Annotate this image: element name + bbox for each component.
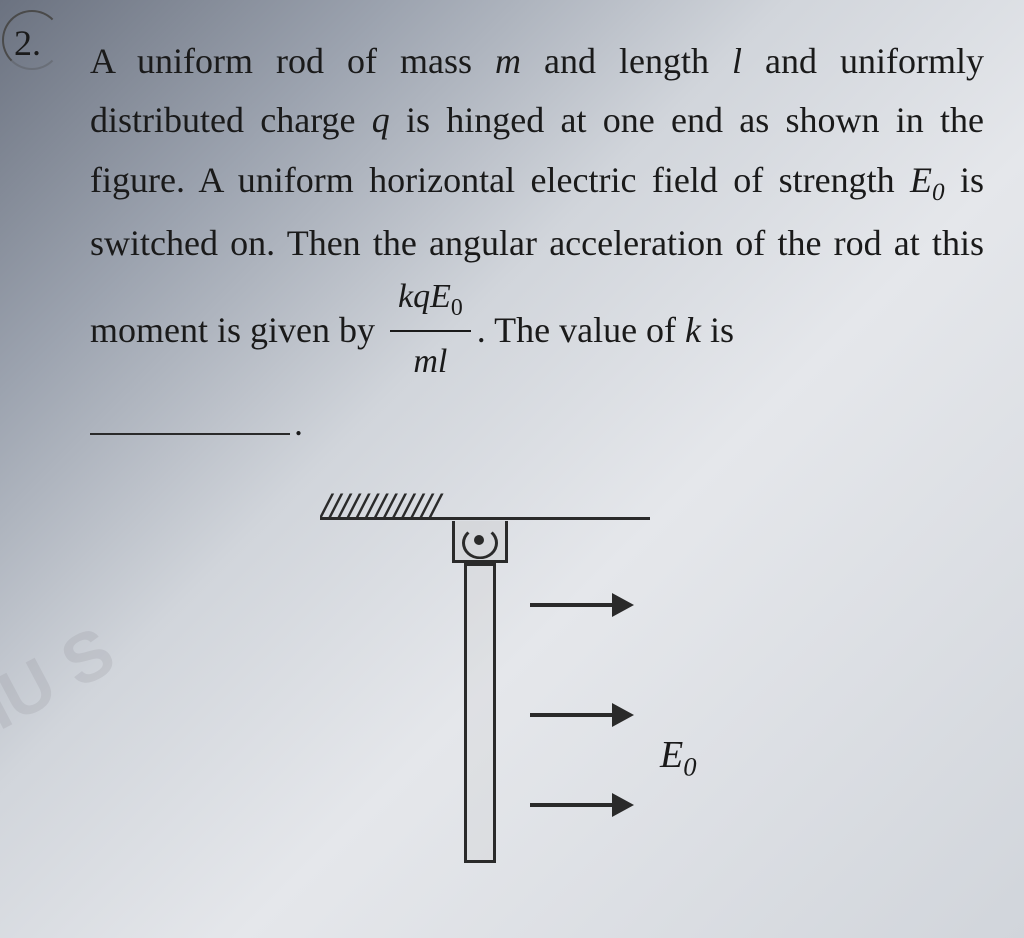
watermark: IU S <box>0 611 127 746</box>
field-arrow-2 <box>530 713 630 717</box>
fraction: kqE0 ml <box>390 269 471 390</box>
var-q: q <box>372 100 390 140</box>
field-label: E0 <box>660 733 697 783</box>
var-E0: E0 <box>910 160 945 200</box>
text-p6: . The value of <box>477 310 685 350</box>
figure: ///////////// E0 <box>280 483 780 883</box>
text-p1: A uniform rod of mass <box>90 41 495 81</box>
fraction-numerator: kqE0 <box>390 269 471 332</box>
text-p8: . <box>294 403 303 443</box>
rod <box>464 563 496 863</box>
ceiling-hatching: ///////////// <box>320 483 650 519</box>
page-container: IU S 2. A uniform rod of mass m and leng… <box>0 0 1024 938</box>
text-p2: and length <box>521 41 732 81</box>
ceiling-line <box>320 517 650 520</box>
field-arrow-1 <box>530 603 630 607</box>
var-k-2: k <box>685 310 701 350</box>
question-number: 2. <box>14 22 41 64</box>
answer-blank <box>90 433 290 435</box>
question-text: A uniform rod of mass m and length l and… <box>90 32 984 453</box>
var-m: m <box>495 41 521 81</box>
text-p7: is <box>701 310 734 350</box>
field-arrow-3 <box>530 803 630 807</box>
var-l: l <box>732 41 742 81</box>
fraction-denominator: ml <box>390 332 471 390</box>
